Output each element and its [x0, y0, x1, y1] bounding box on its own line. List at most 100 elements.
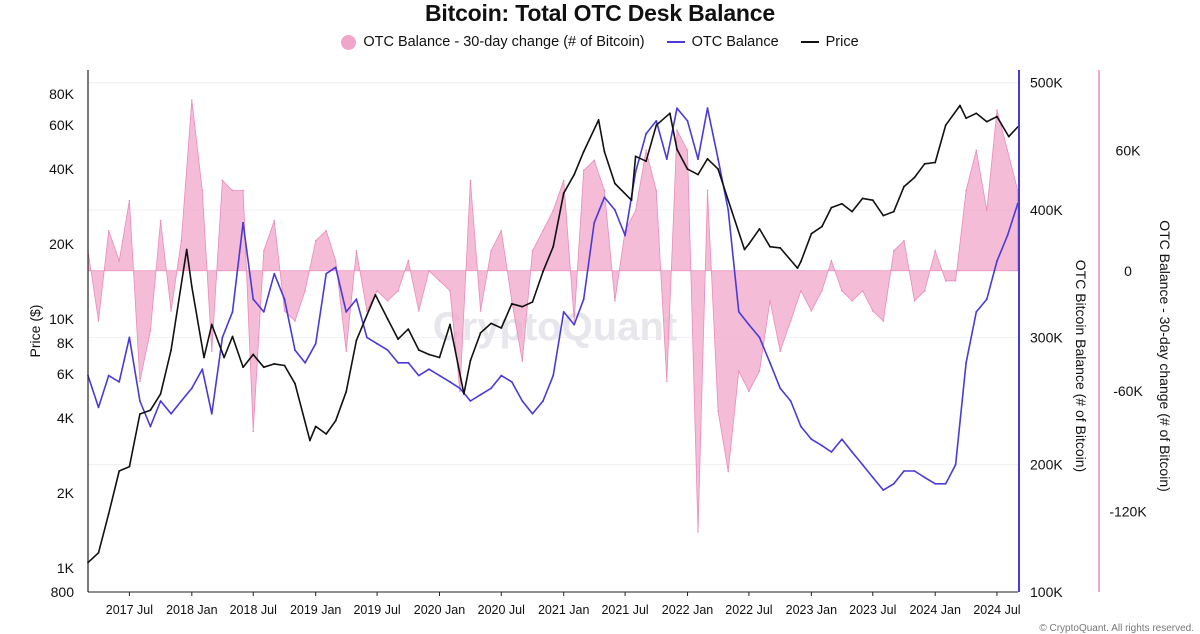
- otc-change-point: [562, 179, 565, 182]
- price-point: [614, 182, 616, 185]
- price-point: [386, 318, 389, 320]
- otc-change-point: [871, 310, 874, 312]
- otc-balance-point: [180, 400, 183, 402]
- copyright-footer: © CryptoQuant. All rights reserved.: [1039, 623, 1194, 634]
- otc-balance-point: [923, 476, 926, 479]
- price-point: [223, 356, 225, 359]
- otc-change-point: [603, 189, 606, 192]
- otc-balance-point: [913, 470, 916, 472]
- series-otc-change: [87, 99, 1019, 533]
- price-point: [118, 470, 121, 472]
- price-point: [799, 260, 802, 263]
- otc-change-point: [273, 219, 276, 222]
- price-point: [841, 202, 843, 205]
- otc-change-point: [139, 380, 141, 382]
- x-tick-label: 2023 Jul: [849, 603, 896, 617]
- otc-balance-point: [851, 451, 853, 453]
- otc-balance-point: [861, 463, 864, 466]
- price-point: [861, 197, 864, 200]
- price-point: [796, 267, 799, 270]
- price-point: [510, 302, 513, 305]
- price-point: [573, 173, 576, 176]
- otc-balance-point: [882, 489, 885, 492]
- otc-balance-point: [830, 451, 833, 453]
- otc-change-point: [386, 300, 389, 302]
- balance-tick-label: 500K: [1030, 75, 1063, 91]
- otc-change-point: [521, 360, 524, 362]
- price-point: [655, 124, 658, 127]
- otc-change-point: [737, 370, 740, 372]
- x-tick-label: 2021 Jan: [538, 603, 589, 617]
- price-point: [697, 173, 699, 176]
- otc-change-point: [645, 149, 647, 152]
- otc-balance-point: [283, 298, 286, 301]
- price-point: [743, 248, 746, 251]
- otc-change-point: [366, 310, 368, 312]
- change-tick-label: -120K: [1109, 504, 1147, 520]
- otc-change-point: [531, 249, 534, 252]
- price-point: [985, 120, 988, 123]
- balance-tick-label: 300K: [1030, 329, 1063, 345]
- x-tick-label: 2018 Jan: [166, 603, 217, 617]
- otc-change-point: [717, 410, 719, 413]
- otc-change-point: [686, 149, 689, 152]
- otc-balance-point: [407, 361, 410, 364]
- otc-change-point: [861, 290, 864, 292]
- otc-balance-point: [944, 482, 947, 485]
- price-point: [582, 150, 585, 153]
- otc-change-point: [779, 350, 781, 352]
- otc-change-point: [510, 300, 513, 302]
- otc-change-point: [800, 290, 802, 292]
- price-tick-label: 60K: [49, 117, 75, 133]
- otc-change-point: [954, 280, 957, 282]
- otc-balance-point: [779, 387, 782, 390]
- legend-item-price[interactable]: Price: [800, 34, 859, 50]
- otc-balance-point: [871, 476, 874, 479]
- otc-balance-point: [655, 120, 658, 122]
- price-point: [334, 419, 337, 422]
- price-point: [892, 210, 895, 213]
- price-point: [717, 168, 719, 170]
- otc-balance-point: [397, 361, 400, 364]
- otc-balance-point: [593, 221, 596, 224]
- otc-balance-point: [789, 400, 792, 402]
- otc-balance-point: [810, 438, 813, 441]
- x-tick-label: 2022 Jul: [725, 603, 772, 617]
- legend-label-price: Price: [825, 34, 859, 50]
- price-point: [500, 327, 503, 329]
- price-point: [185, 248, 188, 251]
- otc-balance-point: [294, 349, 296, 351]
- otc-balance-point: [365, 336, 368, 339]
- otc-balance-point: [676, 107, 678, 110]
- price-point: [407, 328, 410, 331]
- otc-balance-point: [737, 311, 740, 313]
- price-point: [139, 413, 141, 415]
- otc-balance-point: [603, 196, 606, 199]
- price-point: [542, 270, 544, 273]
- otc-balance-point: [139, 400, 141, 402]
- change-tick-label: 0: [1124, 263, 1132, 279]
- price-point: [531, 301, 534, 303]
- legend-label-otc-change: OTC Balance - 30-day change (# of Bitcoi…: [363, 34, 645, 50]
- x-tick-label: 2024 Jul: [973, 603, 1020, 617]
- otc-change-point: [985, 209, 988, 212]
- otc-change-point: [118, 259, 121, 262]
- x-tick-label: 2022 Jan: [662, 603, 713, 617]
- legend-item-otc-balance[interactable]: OTC Balance: [666, 34, 779, 50]
- price-point: [308, 439, 311, 442]
- x-tick-label: 2021 Jul: [601, 603, 648, 617]
- price-point: [490, 322, 492, 325]
- price-point: [397, 338, 400, 340]
- price-point: [686, 168, 689, 170]
- otc-balance-point: [314, 342, 317, 345]
- otc-balance-point: [996, 260, 998, 262]
- axes: [87, 70, 1100, 593]
- otc-change-point: [304, 290, 306, 292]
- otc-change-point: [748, 390, 750, 393]
- otc-change-point: [903, 239, 905, 242]
- price-tick-label: 20K: [49, 236, 75, 252]
- legend-item-otc-change[interactable]: OTC Balance - 30-day change (# of Bitcoi…: [341, 34, 645, 50]
- otc-balance-point: [469, 400, 472, 402]
- otc-change-point: [355, 249, 358, 252]
- otc-balance-point: [686, 120, 689, 122]
